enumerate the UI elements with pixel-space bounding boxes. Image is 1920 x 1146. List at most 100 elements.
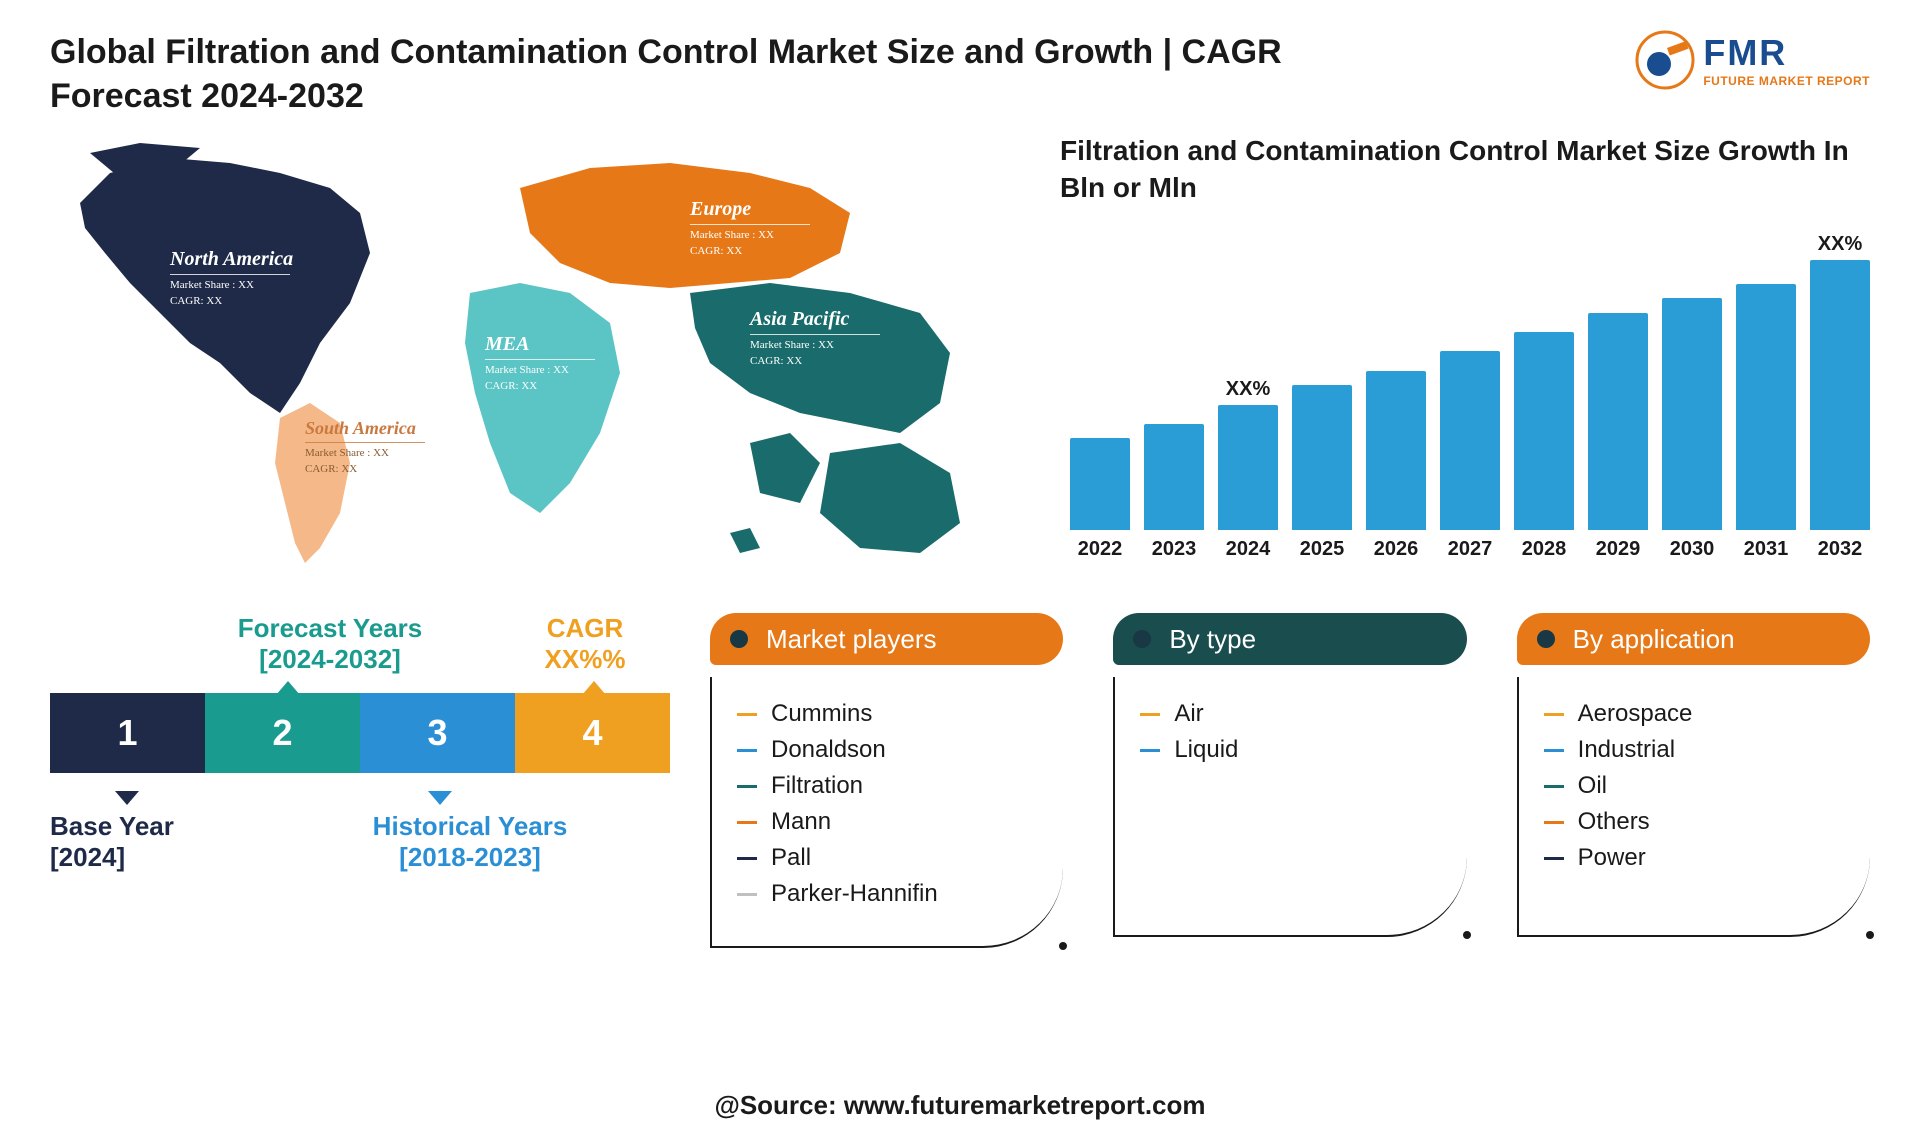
bar-item: 2031 — [1736, 284, 1796, 562]
source-line: @Source: www.futuremarketreport.com — [0, 1090, 1920, 1121]
forecast-label: Forecast Years [2024-2032] — [205, 613, 455, 675]
bar-item: 2028 — [1514, 332, 1574, 561]
hist-pointer-icon — [428, 791, 452, 805]
list-item-label: Oil — [1578, 772, 1607, 800]
list-item-label: Donaldson — [771, 736, 886, 764]
list-item-label: Aerospace — [1578, 700, 1693, 728]
region-label-mea: MEA Market Share : XX CAGR: XX — [485, 333, 595, 394]
world-map: North America Market Share : XX CAGR: XX… — [50, 133, 1010, 573]
top-section: North America Market Share : XX CAGR: XX… — [50, 133, 1870, 573]
base-year-label: Base Year [2024] — [50, 811, 230, 873]
bar-item: 2022 — [1070, 438, 1130, 561]
page-title: Global Filtration and Contamination Cont… — [50, 30, 1350, 118]
list-item: Air — [1140, 700, 1446, 728]
timeline-seg-3: 3 — [360, 693, 515, 773]
list-item-label: Pall — [771, 844, 811, 872]
region-label-ap: Asia Pacific Market Share : XX CAGR: XX — [750, 308, 880, 369]
list-item-label: Others — [1578, 808, 1650, 836]
bar-rect — [1070, 438, 1130, 530]
bar-year-label: 2029 — [1596, 538, 1641, 561]
bar-chart: 202220232024XX%2025202620272028202920302… — [1060, 221, 1870, 561]
bar-year-label: 2028 — [1522, 538, 1567, 561]
tick-icon — [737, 749, 757, 752]
region-label-sa: South America Market Share : XX CAGR: XX — [305, 418, 425, 477]
timeline-seg-4: 4 — [515, 693, 670, 773]
bar-annotation-2032: XX% — [1818, 233, 1862, 256]
list-item: Pall — [737, 844, 1043, 872]
pill-dot-icon — [1537, 630, 1555, 648]
bar-annotation-2024: XX% — [1226, 378, 1270, 401]
list-item-label: Cummins — [771, 700, 872, 728]
list-item-label: Power — [1578, 844, 1646, 872]
bar-rect — [1662, 298, 1722, 530]
tick-icon — [737, 713, 757, 716]
bar-year-label: 2024 — [1226, 538, 1271, 561]
bar-chart-region: Filtration and Contamination Control Mar… — [1040, 133, 1870, 573]
tick-icon — [1544, 713, 1564, 716]
bar-rect — [1366, 371, 1426, 531]
pill-dot-icon — [1133, 630, 1151, 648]
pill-dot-icon — [730, 630, 748, 648]
region-label-na: North America Market Share : XX CAGR: XX — [170, 248, 293, 309]
bar-year-label: 2031 — [1744, 538, 1789, 561]
category-column: By typeAirLiquid — [1113, 613, 1466, 948]
bar-item: 2029 — [1588, 313, 1648, 562]
bottom-section: Forecast Years [2024-2032] CAGR XX%% 1 2… — [50, 613, 1870, 948]
bar-rect — [1440, 351, 1500, 530]
list-item-label: Mann — [771, 808, 831, 836]
timeline-bar: 1 2 3 4 — [50, 693, 670, 773]
list-item-label: Air — [1174, 700, 1203, 728]
list-item: Others — [1544, 808, 1850, 836]
telescope-icon — [1635, 30, 1695, 90]
list-item: Power — [1544, 844, 1850, 872]
logo-text-sub: FUTURE MARKET REPORT — [1703, 74, 1870, 88]
bar-year-label: 2027 — [1448, 538, 1493, 561]
logo-text-main: FMR — [1703, 32, 1870, 74]
tick-icon — [737, 857, 757, 860]
timeline: Forecast Years [2024-2032] CAGR XX%% 1 2… — [50, 613, 670, 893]
bar-rect — [1514, 332, 1574, 530]
timeline-seg-1: 1 — [50, 693, 205, 773]
chart-title: Filtration and Contamination Control Mar… — [1060, 133, 1870, 206]
category-pill: By type — [1113, 613, 1466, 665]
bar-item: 2026 — [1366, 371, 1426, 562]
header: Global Filtration and Contamination Cont… — [50, 30, 1870, 118]
list-item: Mann — [737, 808, 1043, 836]
page-container: Global Filtration and Contamination Cont… — [0, 0, 1920, 1146]
tick-icon — [737, 785, 757, 788]
pill-label: By application — [1573, 624, 1735, 655]
bar-rect — [1588, 313, 1648, 531]
brand-logo: FMR FUTURE MARKET REPORT — [1635, 30, 1870, 90]
list-item: Cummins — [737, 700, 1043, 728]
bar-item: 2032XX% — [1810, 260, 1870, 562]
bar-year-label: 2023 — [1152, 538, 1197, 561]
bar-year-label: 2025 — [1300, 538, 1345, 561]
category-column: Market players Cummins Donaldson Filtration… — [710, 613, 1063, 948]
category-list: Aerospace Industrial Oil Others Power — [1517, 677, 1870, 937]
cagr-label: CAGR XX%% — [520, 613, 650, 675]
bar-item: 2025 — [1292, 385, 1352, 561]
tick-icon — [1544, 857, 1564, 860]
category-list: Cummins Donaldson Filtration Mann Pall Parker… — [710, 677, 1063, 948]
category-column: By application Aerospace Industrial Oil Othe… — [1517, 613, 1870, 948]
bar-rect — [1144, 424, 1204, 530]
tick-icon — [1544, 749, 1564, 752]
bar-rect — [1292, 385, 1352, 530]
tick-icon — [737, 893, 757, 896]
list-item: Aerospace — [1544, 700, 1850, 728]
region-label-eu: Europe Market Share : XX CAGR: XX — [690, 198, 810, 259]
tick-icon — [1544, 785, 1564, 788]
bar-year-label: 2022 — [1078, 538, 1123, 561]
list-item: Parker-Hannifin — [737, 880, 1043, 908]
list-item-label: Industrial — [1578, 736, 1675, 764]
bar-year-label: 2032 — [1818, 538, 1863, 561]
bar-rect — [1810, 260, 1870, 531]
tick-icon — [1140, 749, 1160, 752]
list-item: Oil — [1544, 772, 1850, 800]
list-item-label: Filtration — [771, 772, 863, 800]
base-pointer-icon — [115, 791, 139, 805]
hist-years-label: Historical Years [2018-2023] — [330, 811, 610, 873]
category-pill: Market players — [710, 613, 1063, 665]
category-pill: By application — [1517, 613, 1870, 665]
tick-icon — [1544, 821, 1564, 824]
